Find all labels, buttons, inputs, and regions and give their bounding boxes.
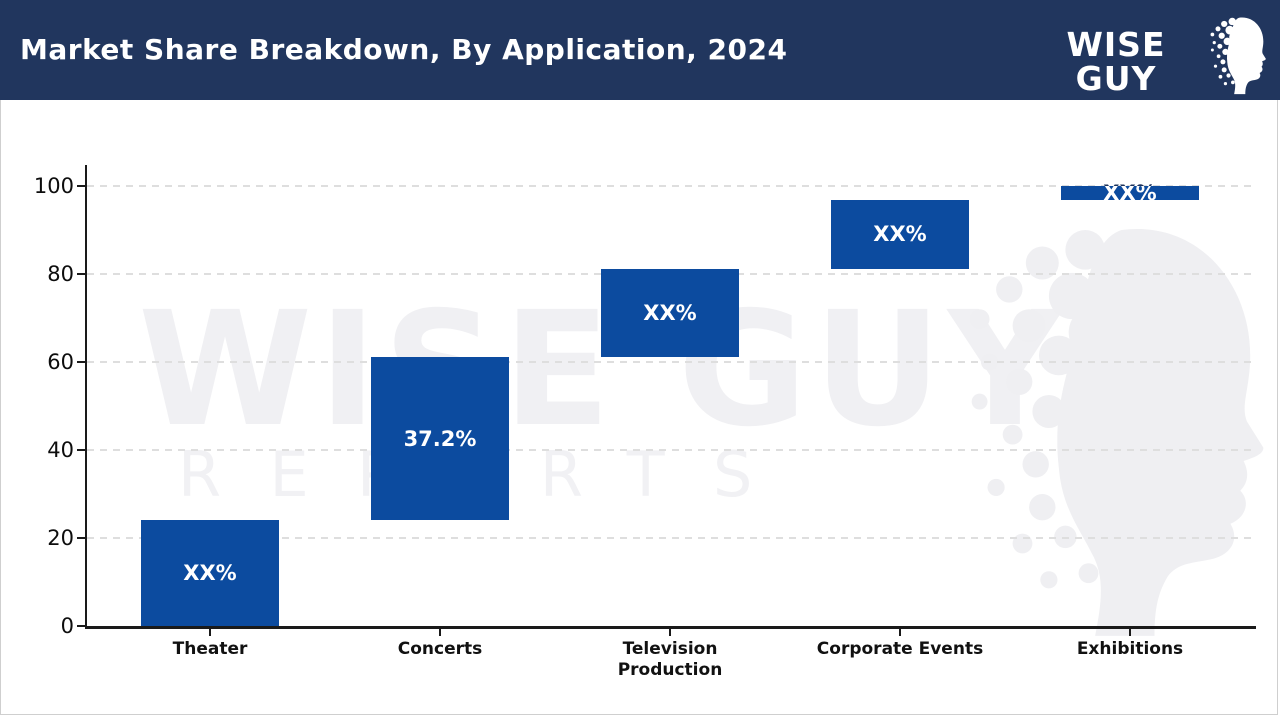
grid-line [87,185,1256,187]
y-tick [77,273,85,275]
x-tick [899,629,901,636]
bar-value-label: XX% [643,300,697,325]
bar-segment [1061,186,1199,201]
bar-segment [601,268,739,357]
y-tick-label: 80 [47,262,74,286]
y-tick-label: 40 [47,438,74,462]
x-tick [669,629,671,636]
y-tick-label: 0 [60,614,74,638]
bar-value-label: XX% [873,222,927,247]
y-axis-line [85,165,87,628]
bar-value-label-overflow: XX% [1103,181,1157,206]
bar-value-label: 37.2% [403,426,477,451]
y-tick [77,449,85,451]
x-category-label: Theater [172,639,248,659]
y-tick-label: 60 [47,350,74,374]
logo-wordmark: WISE GUY [1066,25,1166,98]
bar-segment [141,520,279,626]
x-category-label: Television Production [617,639,723,680]
x-axis-line [85,626,1256,629]
y-tick [77,185,85,187]
y-tick-label: 100 [33,174,74,198]
y-tick [77,537,85,539]
grid-line [87,537,1256,539]
y-tick [77,625,85,627]
grid-line [87,361,1256,363]
x-tick [1129,629,1131,636]
watermark-wordmark: WISE GUY [138,278,1069,462]
bar-segment [371,356,509,521]
grid-line [87,449,1256,451]
x-category-label: Concerts [397,639,483,659]
bar-value-label: XX% XX% [1061,179,1199,207]
x-category-label: Corporate Events [816,639,984,659]
bar-segment [831,200,969,269]
x-tick [209,629,211,636]
page-title: Market Share Breakdown, By Application, … [20,33,788,66]
y-tick [77,361,85,363]
y-tick-label: 20 [47,526,74,550]
bar-value-label-inside: XX% [1103,181,1157,206]
bar-value-label: XX% [183,561,237,586]
x-tick [439,629,441,636]
x-category-label: Exhibitions [1076,639,1184,659]
